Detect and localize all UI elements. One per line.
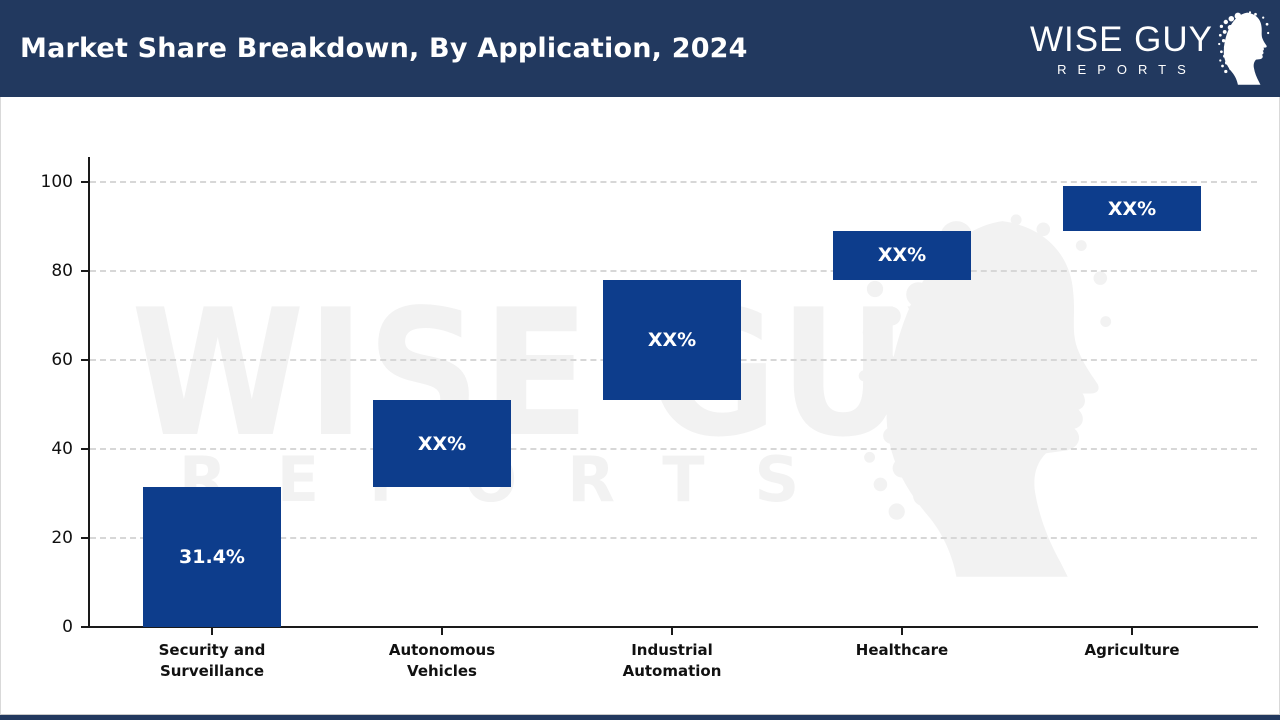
x-axis-label-industrial-automation: Industrial Automation (622, 641, 722, 680)
x-axis-label-healthcare: Healthcare (855, 641, 949, 659)
footer-bar (0, 715, 1280, 720)
chart-canvas: WISE GUY REPORTS 0 20 40 60 80 100 31.4% Securi… (0, 97, 1280, 715)
gridline-100 (90, 181, 1257, 183)
bar-agriculture: XX% (1063, 186, 1201, 231)
x-axis-label-agriculture: Agriculture (1084, 641, 1180, 659)
y-axis-line (88, 157, 90, 628)
x-tick-autonomous-vehicles (441, 628, 443, 635)
gridline-40 (90, 448, 1257, 450)
y-tick-label-60: 60 (51, 350, 73, 370)
x-tick-industrial-automation (671, 628, 673, 635)
y-tick-label-0: 0 (62, 617, 73, 637)
y-tick-20 (81, 537, 88, 539)
y-tick-label-80: 80 (51, 261, 73, 281)
y-tick-40 (81, 448, 88, 450)
y-tick-100 (81, 181, 88, 183)
x-axis-line (88, 626, 1258, 628)
gridline-20 (90, 537, 1257, 539)
bar-value-label-agriculture: XX% (1107, 197, 1157, 220)
bar-autonomous-vehicles: XX% (373, 400, 511, 488)
y-tick-label-40: 40 (51, 439, 73, 459)
bar-healthcare: XX% (833, 230, 971, 280)
brand-wordmark: WISE GUY REPORTS (1030, 22, 1213, 77)
gridline-80 (90, 270, 1257, 272)
bar-value-label-security-and-surveillance: 31.4% (179, 546, 245, 569)
x-tick-healthcare (901, 628, 903, 635)
brand-logo: WISE GUY REPORTS (1030, 9, 1272, 89)
bar-value-label-autonomous-vehicles: XX% (417, 432, 467, 455)
brand-head-icon (1217, 11, 1272, 88)
brand-name: WISE GUY (1029, 19, 1213, 59)
x-axis-label-autonomous-vehicles: Autonomous Vehicles (388, 641, 496, 680)
brand-subtitle: REPORTS (1057, 61, 1197, 77)
bar-industrial-automation: XX% (603, 279, 741, 401)
x-axis-label-security-and-surveillance: Security and Surveillance (158, 641, 266, 680)
bar-value-label-industrial-automation: XX% (647, 328, 697, 351)
header-bar: Market Share Breakdown, By Application, … (0, 0, 1280, 97)
x-tick-agriculture (1131, 628, 1133, 635)
y-tick-0 (81, 626, 88, 628)
chart-title: Market Share Breakdown, By Application, … (20, 33, 748, 64)
bar-value-label-healthcare: XX% (877, 244, 927, 267)
x-tick-security-and-surveillance (211, 628, 213, 635)
bar-security-and-surveillance: 31.4% (143, 487, 281, 627)
y-tick-label-100: 100 (40, 172, 73, 192)
y-tick-60 (81, 359, 88, 361)
y-tick-80 (81, 270, 88, 272)
watermark-text: WISE GUY (131, 273, 1025, 476)
y-tick-label-20: 20 (51, 528, 73, 548)
